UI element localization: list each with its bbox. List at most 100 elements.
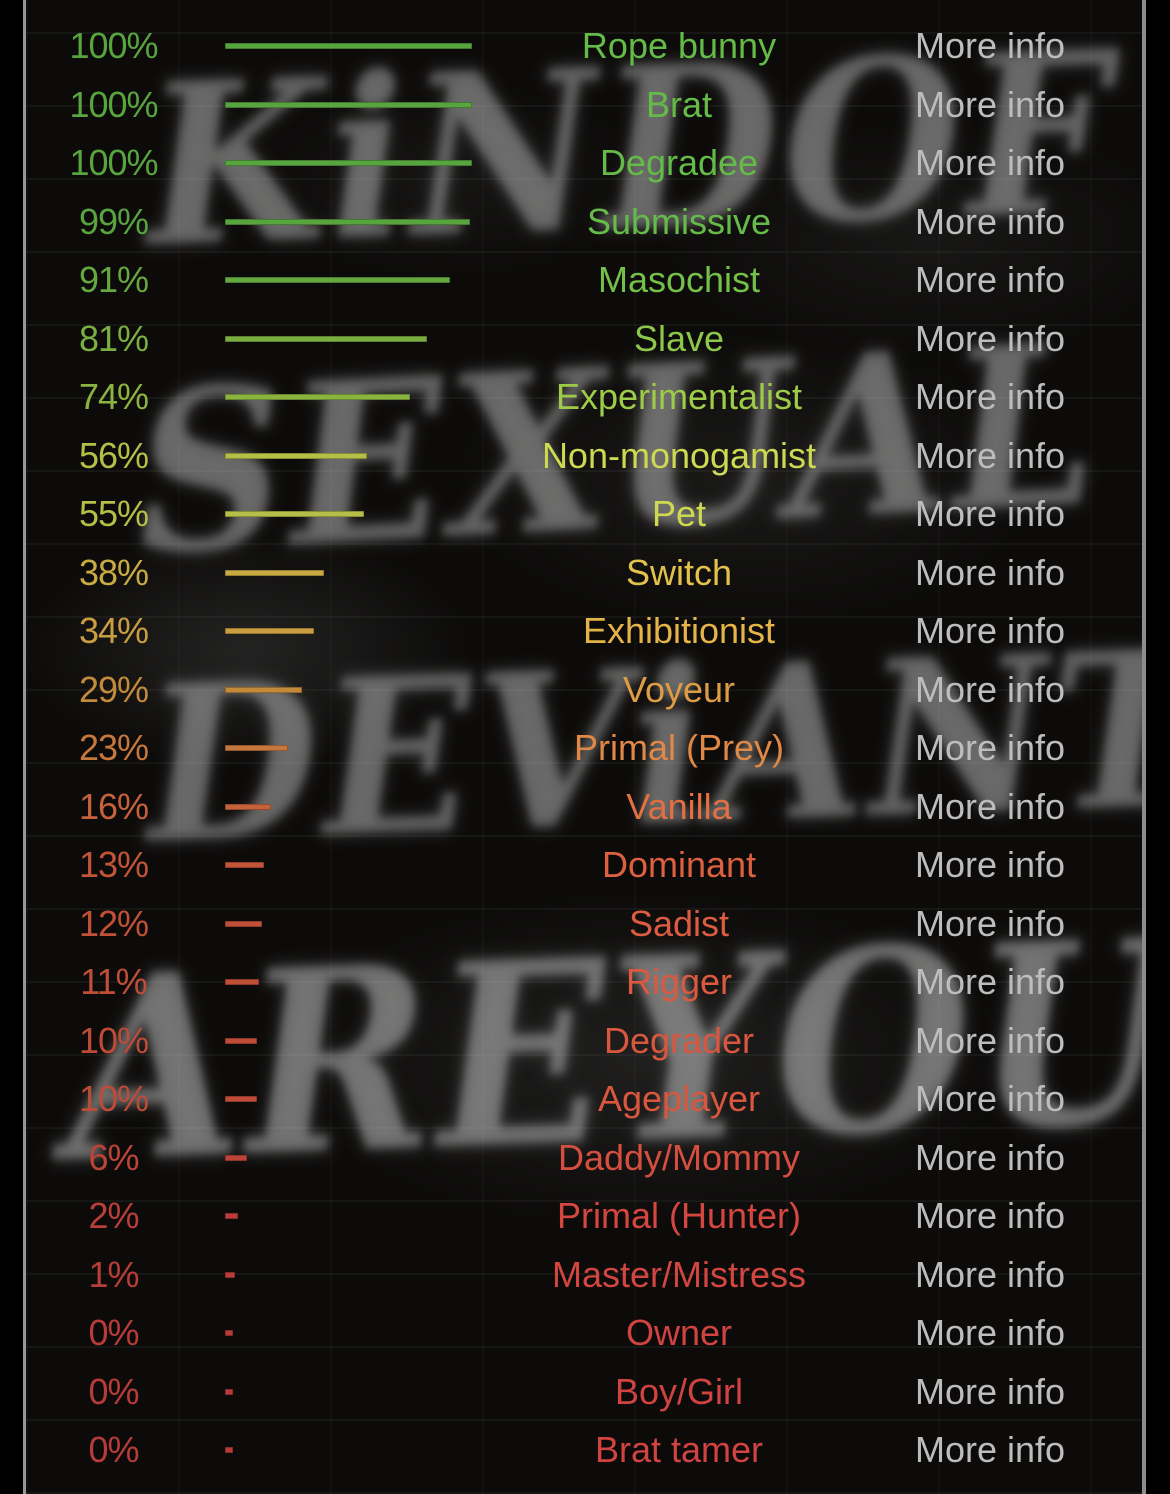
more-info-link[interactable]: More info — [915, 25, 1066, 67]
results-list: 100% Rope bunny More info 100% Brat More… — [26, 0, 1142, 1480]
result-row: 13% Dominant More info — [26, 836, 1142, 895]
result-bar — [225, 511, 364, 518]
result-bar — [225, 569, 324, 576]
right-edge-line — [1142, 0, 1146, 1494]
result-percent: 0% — [88, 1429, 139, 1471]
result-bar-cell — [201, 335, 486, 342]
result-label: Boy/Girl — [614, 1370, 744, 1412]
result-row: 56% Non-monogamist More info — [26, 427, 1142, 486]
result-bar — [225, 1388, 233, 1395]
more-info-link[interactable]: More info — [915, 83, 1066, 125]
result-bar-cell — [201, 1447, 486, 1454]
results-panel: KiNDOF SEXUAL DEViANT AREYOU 100% Rope b… — [26, 0, 1142, 1494]
result-bar — [225, 1330, 233, 1337]
result-bar — [225, 1096, 257, 1103]
result-percent: 23% — [78, 727, 149, 769]
result-percent: 91% — [78, 259, 149, 301]
result-label: Non-monogamist — [541, 434, 817, 476]
result-bar — [225, 1154, 247, 1161]
result-bar — [225, 628, 314, 635]
result-bar — [225, 1037, 257, 1044]
more-info-link[interactable]: More info — [915, 493, 1066, 535]
result-bar-cell — [201, 1388, 486, 1395]
result-row: 91% Masochist More info — [26, 251, 1142, 310]
result-row: 100% Rope bunny More info — [26, 17, 1142, 76]
result-bar — [225, 803, 271, 810]
result-percent: 99% — [78, 200, 149, 242]
more-info-link[interactable]: More info — [915, 961, 1066, 1003]
left-edge-line — [23, 0, 26, 1494]
result-bar — [225, 394, 410, 401]
more-info-link[interactable]: More info — [915, 1195, 1066, 1237]
result-percent: 10% — [78, 1019, 149, 1061]
result-bar-cell — [201, 160, 486, 167]
result-bar — [225, 101, 472, 108]
result-bar — [225, 452, 367, 459]
result-label: Rigger — [625, 961, 733, 1003]
result-label: Master/Mistress — [551, 1253, 807, 1295]
more-info-link[interactable]: More info — [915, 1078, 1066, 1120]
more-info-link[interactable]: More info — [915, 200, 1066, 242]
more-info-link[interactable]: More info — [915, 727, 1066, 769]
more-info-link[interactable]: More info — [915, 902, 1066, 944]
result-row: 12% Sadist More info — [26, 895, 1142, 954]
result-bar — [225, 1447, 233, 1454]
more-info-link[interactable]: More info — [915, 785, 1066, 827]
more-info-link[interactable]: More info — [915, 259, 1066, 301]
result-bar-cell — [201, 686, 486, 693]
result-percent: 11% — [80, 961, 147, 1003]
result-label: Vanilla — [626, 785, 732, 827]
result-label: Brat tamer — [594, 1429, 764, 1471]
result-label: Ageplayer — [597, 1078, 761, 1120]
result-bar — [225, 43, 472, 50]
more-info-link[interactable]: More info — [915, 551, 1066, 593]
result-bar-cell — [201, 1037, 486, 1044]
result-bar-cell — [201, 1330, 486, 1337]
result-bar-cell — [201, 1096, 486, 1103]
result-label: Primal (Prey) — [573, 727, 784, 769]
result-label: Submissive — [586, 200, 772, 242]
result-bar — [225, 686, 302, 693]
more-info-link[interactable]: More info — [915, 317, 1066, 359]
result-label: Masochist — [597, 259, 761, 301]
result-percent: 10% — [78, 1078, 149, 1120]
result-bar — [225, 920, 262, 927]
result-row: 55% Pet More info — [26, 485, 1142, 544]
result-bar-cell — [201, 862, 486, 869]
result-percent: 29% — [78, 668, 149, 710]
more-info-link[interactable]: More info — [915, 668, 1066, 710]
more-info-link[interactable]: More info — [915, 1019, 1066, 1061]
result-row: 11% Rigger More info — [26, 953, 1142, 1012]
more-info-link[interactable]: More info — [915, 376, 1066, 418]
result-row: 2% Primal (Hunter) More info — [26, 1187, 1142, 1246]
more-info-link[interactable]: More info — [915, 1370, 1066, 1412]
result-label: Degrader — [603, 1019, 755, 1061]
more-info-link[interactable]: More info — [915, 1429, 1066, 1471]
result-row: 29% Voyeur More info — [26, 661, 1142, 720]
result-bar-cell — [201, 979, 486, 986]
result-row: 6% Daddy/Mommy More info — [26, 1129, 1142, 1188]
result-bar-cell — [201, 101, 486, 108]
more-info-link[interactable]: More info — [915, 142, 1066, 184]
result-label: Pet — [651, 493, 707, 535]
result-label: Degradee — [599, 142, 759, 184]
result-percent: 38% — [78, 551, 149, 593]
more-info-link[interactable]: More info — [915, 1136, 1066, 1178]
result-bar-cell — [201, 277, 486, 284]
more-info-link[interactable]: More info — [915, 1312, 1066, 1354]
more-info-link[interactable]: More info — [915, 844, 1066, 886]
result-row: 0% Brat tamer More info — [26, 1421, 1142, 1480]
result-bar-cell — [201, 745, 486, 752]
result-label: Switch — [625, 551, 733, 593]
result-row: 0% Owner More info — [26, 1304, 1142, 1363]
more-info-link[interactable]: More info — [915, 1253, 1066, 1295]
more-info-link[interactable]: More info — [915, 434, 1066, 476]
result-label: Dominant — [601, 844, 757, 886]
more-info-link[interactable]: More info — [915, 610, 1066, 652]
result-row: 16% Vanilla More info — [26, 778, 1142, 837]
result-bar — [225, 218, 470, 225]
result-percent: 12% — [78, 902, 149, 944]
result-bar — [225, 1213, 238, 1220]
result-bar — [225, 1271, 235, 1278]
result-label: Experimentalist — [555, 376, 803, 418]
